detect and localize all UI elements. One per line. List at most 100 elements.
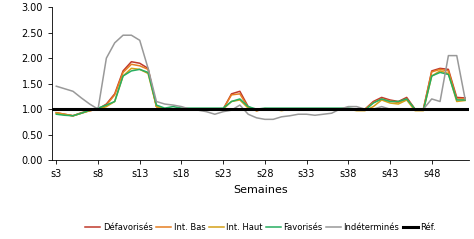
Défavorisés	[404, 96, 410, 99]
Indéterminés	[62, 87, 67, 90]
Favorisés	[371, 102, 376, 104]
Défavorisés	[446, 68, 451, 71]
Int. Bas	[279, 108, 284, 111]
Indéterminés	[187, 108, 192, 111]
Réf.	[62, 108, 67, 111]
Défavorisés	[412, 108, 418, 111]
Défavorisés	[220, 108, 226, 111]
Int. Bas	[137, 64, 143, 67]
Int. Bas	[95, 108, 101, 111]
Défavorisés	[254, 109, 259, 112]
Défavorisés	[420, 108, 426, 111]
Défavorisés	[179, 108, 184, 111]
Int. Haut	[103, 105, 109, 108]
Int. Haut	[395, 103, 401, 105]
Int. Bas	[187, 108, 192, 111]
Défavorisés	[362, 108, 368, 111]
Favorisés	[262, 107, 268, 109]
Défavorisés	[87, 109, 92, 112]
Défavorisés	[137, 62, 143, 65]
Indéterminés	[246, 113, 251, 116]
Défavorisés	[270, 108, 276, 111]
Favorisés	[254, 108, 259, 111]
Défavorisés	[187, 108, 192, 111]
Favorisés	[304, 107, 310, 109]
Défavorisés	[246, 105, 251, 108]
Défavorisés	[329, 108, 335, 111]
Int. Bas	[412, 108, 418, 111]
Défavorisés	[120, 70, 126, 72]
Int. Bas	[437, 68, 443, 71]
Favorisés	[446, 73, 451, 76]
Indéterminés	[70, 90, 76, 93]
Int. Bas	[204, 108, 210, 111]
Int. Haut	[287, 108, 293, 111]
Favorisés	[87, 109, 92, 112]
Défavorisés	[262, 108, 268, 111]
Défavorisés	[54, 111, 59, 114]
Favorisés	[204, 107, 210, 109]
Int. Haut	[346, 108, 351, 111]
Indéterminés	[212, 113, 218, 116]
Int. Bas	[70, 114, 76, 117]
Int. Haut	[128, 67, 134, 70]
Int. Haut	[154, 105, 159, 108]
Favorisés	[412, 108, 418, 111]
Line: Indéterminés: Indéterminés	[56, 35, 465, 119]
Favorisés	[120, 75, 126, 77]
Int. Haut	[112, 100, 118, 103]
Défavorisés	[379, 96, 384, 99]
Défavorisés	[429, 70, 435, 72]
Défavorisés	[95, 108, 101, 111]
Int. Haut	[137, 68, 143, 71]
Int. Bas	[362, 108, 368, 111]
Favorisés	[62, 114, 67, 117]
Int. Haut	[320, 108, 326, 111]
Indéterminés	[162, 103, 168, 105]
Int. Bas	[404, 98, 410, 100]
Int. Bas	[195, 108, 201, 111]
Indéterminés	[137, 39, 143, 42]
Indéterminés	[379, 105, 384, 108]
Favorisés	[354, 108, 359, 111]
Défavorisés	[304, 108, 310, 111]
Line: Int. Haut: Int. Haut	[56, 68, 465, 116]
Int. Bas	[337, 108, 343, 111]
Int. Haut	[262, 108, 268, 111]
Indéterminés	[437, 100, 443, 103]
Int. Haut	[462, 99, 468, 102]
Favorisés	[320, 107, 326, 109]
Favorisés	[112, 100, 118, 103]
Défavorisés	[79, 111, 84, 114]
Favorisés	[162, 107, 168, 109]
Indéterminés	[287, 114, 293, 117]
Favorisés	[420, 109, 426, 112]
Int. Bas	[112, 93, 118, 96]
Favorisés	[154, 104, 159, 107]
Défavorisés	[128, 60, 134, 63]
Favorisés	[312, 107, 318, 109]
Favorisés	[362, 109, 368, 112]
Indéterminés	[346, 105, 351, 108]
Int. Bas	[420, 108, 426, 111]
Favorisés	[246, 105, 251, 108]
Indéterminés	[128, 34, 134, 37]
Int. Bas	[329, 108, 335, 111]
Int. Bas	[320, 108, 326, 111]
Défavorisés	[437, 67, 443, 70]
Int. Haut	[187, 108, 192, 111]
Int. Haut	[404, 98, 410, 101]
Défavorisés	[228, 92, 234, 95]
Favorisés	[145, 71, 151, 74]
Indéterminés	[87, 103, 92, 105]
Int. Haut	[420, 109, 426, 112]
Int. Bas	[254, 109, 259, 112]
Indéterminés	[446, 54, 451, 57]
Indéterminés	[54, 85, 59, 88]
Indéterminés	[320, 113, 326, 116]
Favorisés	[179, 107, 184, 109]
Int. Haut	[145, 72, 151, 75]
Int. Haut	[412, 109, 418, 112]
Favorisés	[70, 114, 76, 117]
Int. Haut	[279, 109, 284, 112]
